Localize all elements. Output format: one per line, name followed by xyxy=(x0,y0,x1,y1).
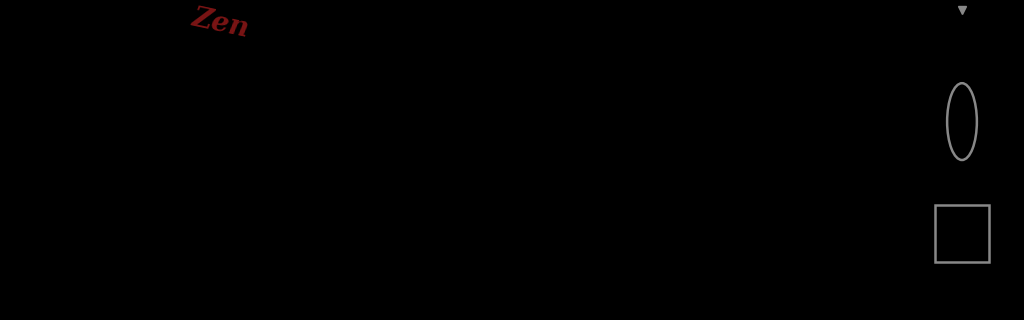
Text: 7.: 7. xyxy=(18,170,36,187)
Text: The sum of IE₁ and IE₂, IE₃ and IE₄ for element P and Q are given below:: The sum of IE₁ and IE₂, IE₃ and IE₄ for … xyxy=(62,170,655,187)
Text: (B) Cr > Cr⁺: (B) Cr > Cr⁺ xyxy=(255,118,356,135)
Text: (A) Br, Cl: (A) Br, Cl xyxy=(90,38,165,55)
Text: 8.82: 8.82 xyxy=(420,222,456,239)
Text: (D) p⁴⁺ is less stable than Q⁴⁺: (D) p⁴⁺ is less stable than Q⁴⁺ xyxy=(480,309,720,320)
Text: (A) Al > Mg: (A) Al > Mg xyxy=(90,118,186,135)
Text: 6.11: 6.11 xyxy=(420,248,456,265)
Text: 5.: 5. xyxy=(18,2,36,19)
Text: IE₃ + IE₄: IE₃ + IE₄ xyxy=(420,200,499,217)
Text: (P): (P) xyxy=(90,222,114,239)
Text: In which of the following pairs, the first atom is larger than the second?: In which of the following pairs, the fir… xyxy=(62,2,650,19)
Text: (D) S > Cl: (D) S > Cl xyxy=(700,118,782,135)
Text: (D) N, P: (D) N, P xyxy=(700,38,764,55)
Text: 2.85: 2.85 xyxy=(170,248,206,265)
Text: Find the correct order of 2nd ionisation energy?: Find the correct order of 2nd ionisation… xyxy=(62,90,456,107)
Text: Then according to the given information the correct statement(s) is/are:: Then according to the given information … xyxy=(90,272,679,289)
Text: (C) Sr, Ca: (C) Sr, Ca xyxy=(480,38,559,55)
Text: IE₁ + IE₂: IE₁ + IE₂ xyxy=(170,200,248,217)
Text: (B) p²⁺ is less stable than Q²⁺: (B) p²⁺ is less stable than Q²⁺ xyxy=(480,291,719,308)
Text: (C) p⁴⁺ is more stable than Q⁴⁺: (C) p⁴⁺ is more stable than Q⁴⁺ xyxy=(90,309,340,320)
Text: (B) Na, Mg: (B) Na, Mg xyxy=(255,38,345,55)
Text: (Q): (Q) xyxy=(90,248,116,265)
Text: (C)P > S: (C)P > S xyxy=(480,118,550,135)
Text: 2.45: 2.45 xyxy=(170,222,206,239)
Text: 6.: 6. xyxy=(18,90,36,107)
Text: (A) p²⁺ is more stable than Q²⁺: (A) p²⁺ is more stable than Q²⁺ xyxy=(90,291,340,308)
Text: Zen: Zen xyxy=(190,4,252,43)
